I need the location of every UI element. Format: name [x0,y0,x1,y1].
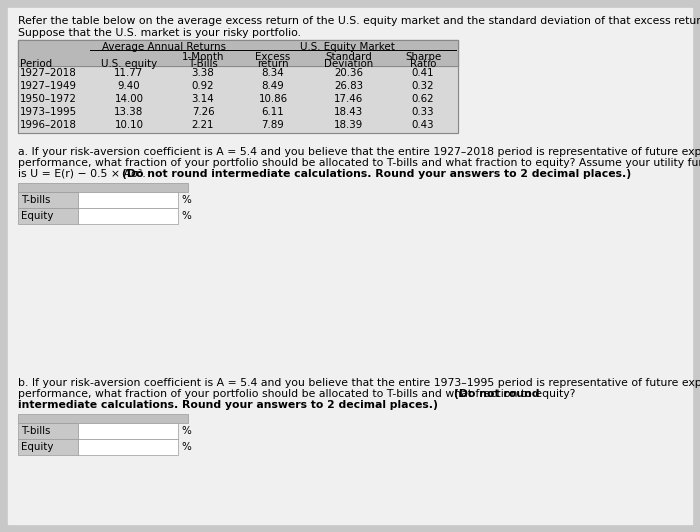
Text: %: % [181,442,191,452]
Text: performance, what fraction of your portfolio should be allocated to T-bills and : performance, what fraction of your portf… [18,158,700,168]
Bar [78,423,178,439]
Text: 0.43: 0.43 [412,120,434,130]
Bar [18,183,188,192]
Bar [18,40,458,133]
Text: 0.33: 0.33 [412,107,434,117]
Text: 0.92: 0.92 [192,81,214,91]
Text: 10.86: 10.86 [258,94,288,104]
Text: Ratio: Ratio [410,59,436,69]
Text: (Do not round: (Do not round [454,389,539,399]
Text: intermediate calculations. Round your answers to 2 decimal places.): intermediate calculations. Round your an… [18,400,438,410]
Text: %: % [181,195,191,205]
Text: Average Annual Returns: Average Annual Returns [102,42,226,52]
Text: 18.43: 18.43 [335,107,363,117]
Text: Standard: Standard [326,52,372,62]
Text: T-Bills: T-Bills [188,59,218,69]
Text: 0.32: 0.32 [412,81,434,91]
Text: 1927–2018: 1927–2018 [20,68,77,78]
Text: Equity: Equity [21,442,53,452]
Text: %: % [181,426,191,436]
Text: 1927–1949: 1927–1949 [20,81,77,91]
Text: 6.11: 6.11 [262,107,284,117]
Text: 3.14: 3.14 [192,94,214,104]
Bar [18,439,78,455]
Text: 20.36: 20.36 [335,68,363,78]
Text: Sharpe: Sharpe [405,52,441,62]
Text: 1-Month: 1-Month [182,52,224,62]
Text: Suppose that the U.S. market is your risky portfolio.: Suppose that the U.S. market is your ris… [18,28,301,38]
Text: 0.62: 0.62 [412,94,434,104]
Text: Period: Period [20,59,52,69]
Text: 0.41: 0.41 [412,68,434,78]
Text: 1996–2018: 1996–2018 [20,120,77,130]
Text: U.S. Equity Market: U.S. Equity Market [300,42,394,52]
Text: a. If your risk-aversion coefficient is A = 5.4 and you believe that the entire : a. If your risk-aversion coefficient is … [18,147,700,157]
Text: 11.77: 11.77 [114,68,144,78]
Text: %: % [181,211,191,221]
Text: 14.00: 14.00 [115,94,144,104]
Text: T-bills: T-bills [21,195,50,205]
Text: Deviation: Deviation [324,59,374,69]
Bar [18,414,188,423]
Text: 9.40: 9.40 [118,81,140,91]
Text: (Do not round intermediate calculations. Round your answers to 2 decimal places.: (Do not round intermediate calculations.… [122,169,631,179]
Bar [18,192,78,208]
Text: T-bills: T-bills [21,426,50,436]
Text: 8.34: 8.34 [262,68,284,78]
Text: 1950–1972: 1950–1972 [20,94,77,104]
Bar [18,40,458,66]
Text: 17.46: 17.46 [335,94,363,104]
Bar [18,40,458,133]
Text: Refer the table below on the average excess return of the U.S. equity market and: Refer the table below on the average exc… [18,16,700,26]
Text: is U = E(r) − 0.5 × Aσ².: is U = E(r) − 0.5 × Aσ². [18,169,149,179]
Bar [78,208,178,224]
Text: 18.39: 18.39 [335,120,363,130]
Text: 2.21: 2.21 [192,120,214,130]
Bar [18,423,78,439]
Text: 7.89: 7.89 [262,120,284,130]
Text: 3.38: 3.38 [192,68,214,78]
Text: Equity: Equity [21,211,53,221]
Text: b. If your risk-aversion coefficient is A = 5.4 and you believe that the entire : b. If your risk-aversion coefficient is … [18,378,700,388]
Text: U.S. equity: U.S. equity [101,59,157,69]
Text: 1973–1995: 1973–1995 [20,107,77,117]
Bar [78,192,178,208]
Bar [18,208,78,224]
Text: return: return [257,59,289,69]
Text: Excess: Excess [256,52,290,62]
Bar [78,439,178,455]
Text: performance, what fraction of your portfolio should be allocated to T-bills and : performance, what fraction of your portf… [18,389,579,399]
Text: 8.49: 8.49 [262,81,284,91]
Text: 10.10: 10.10 [115,120,144,130]
Text: 7.26: 7.26 [192,107,214,117]
Text: 13.38: 13.38 [114,107,144,117]
Text: 26.83: 26.83 [335,81,363,91]
